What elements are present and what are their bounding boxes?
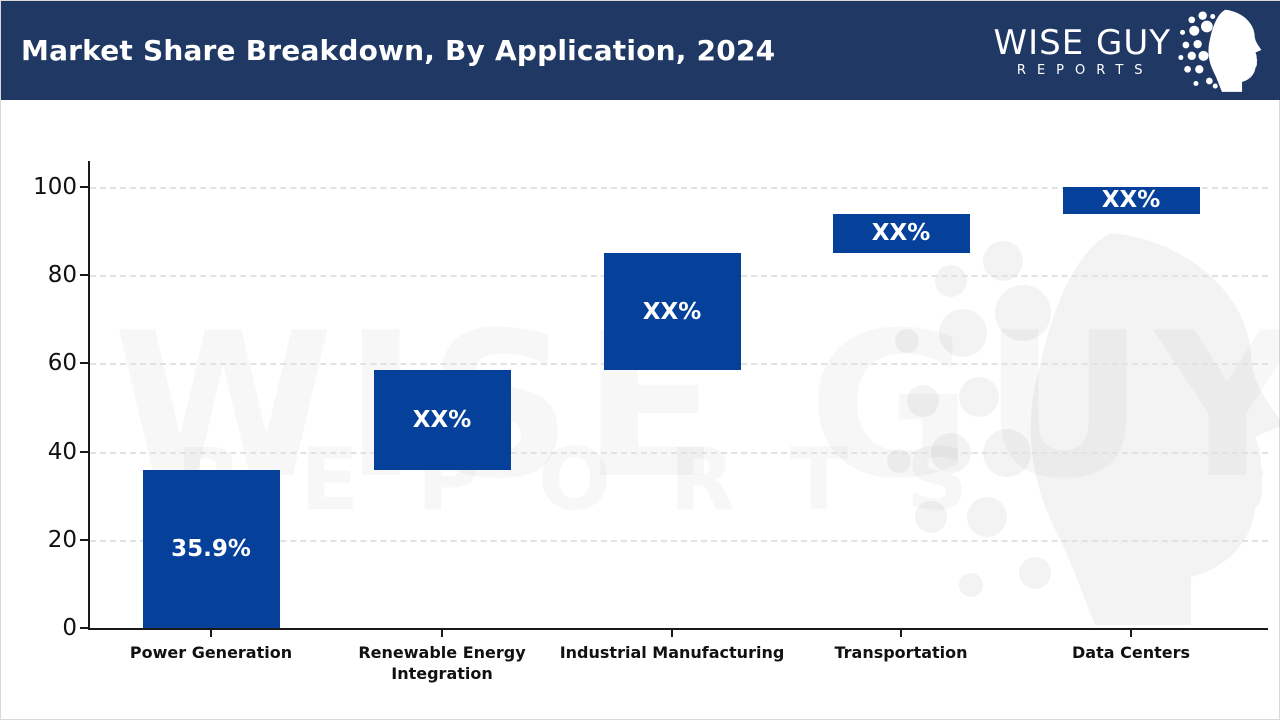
x-category-label: Industrial Manufacturing: [559, 643, 785, 662]
x-axis-tick: [671, 630, 673, 637]
waterfall-chart: 0 20 40 60 80 100 35.9% Power Generation XX% Rene…: [1, 100, 1280, 717]
y-axis-tick: [80, 450, 88, 453]
x-category-label: Power Generation: [129, 643, 293, 662]
x-axis-line: [88, 628, 1268, 630]
y-tick-label: 60: [47, 350, 77, 377]
logo-wordmark: WISE GUY: [993, 22, 1171, 63]
x-axis-tick: [1130, 630, 1132, 637]
waterfall-bar: XX%: [603, 252, 741, 371]
x-axis-tick: [441, 630, 443, 637]
x-category-label: Transportation: [834, 643, 968, 662]
face-profile-icon: [1178, 9, 1262, 92]
waterfall-bar: XX%: [832, 213, 970, 253]
y-axis-tick: [80, 186, 88, 188]
y-axis-line: [88, 161, 90, 630]
waterfall-bar: XX%: [1062, 187, 1200, 214]
gridline: [90, 187, 1268, 189]
wise-guy-logo: WISE GUY REPORTS: [993, 7, 1263, 93]
gridline: [90, 451, 1268, 454]
bar-value-label: 35.9%: [171, 535, 251, 562]
x-category-label: Data Centers: [1072, 643, 1190, 662]
x-axis-tick: [900, 630, 902, 637]
waterfall-bar: XX%: [373, 370, 511, 470]
x-axis-tick: [210, 630, 212, 637]
waterfall-bar: 35.9%: [142, 469, 280, 628]
y-tick-label: 20: [47, 526, 77, 553]
bar-value-label: XX%: [871, 220, 931, 247]
y-axis-tick: [80, 538, 88, 541]
y-axis-tick: [80, 627, 88, 629]
page-title: Market Share Breakdown, By Application, …: [21, 34, 776, 67]
bar-value-label: XX%: [1101, 187, 1161, 214]
y-tick-label: 80: [47, 262, 77, 289]
bar-value-label: XX%: [642, 298, 702, 325]
y-axis-tick: [80, 274, 88, 277]
y-tick-label: 40: [47, 438, 77, 465]
x-category-label: Renewable Energy Integration: [358, 643, 526, 683]
logo-subtitle: REPORTS: [1016, 62, 1154, 78]
header-band: Market Share Breakdown, By Application, …: [1, 1, 1280, 100]
logo-text: WISE GUY REPORTS: [993, 23, 1171, 78]
y-axis-tick: [80, 362, 88, 365]
y-tick-label: 0: [62, 615, 77, 641]
bar-value-label: XX%: [412, 407, 472, 434]
y-tick-label: 100: [33, 174, 77, 200]
gridline: [90, 539, 1268, 542]
